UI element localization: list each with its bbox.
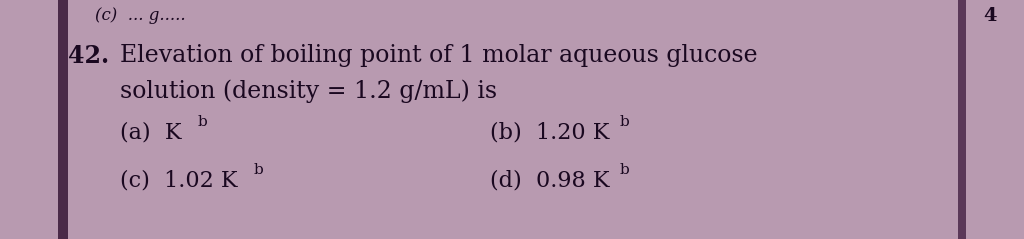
Text: b: b bbox=[198, 115, 208, 129]
Text: (d)  0.98 K: (d) 0.98 K bbox=[490, 169, 609, 191]
Text: (c)  1.02 K: (c) 1.02 K bbox=[120, 169, 238, 191]
Text: 4: 4 bbox=[983, 7, 997, 25]
Text: (c)  ... g.....: (c) ... g..... bbox=[95, 7, 185, 24]
Text: (b)  1.20 K: (b) 1.20 K bbox=[490, 121, 609, 143]
Text: b: b bbox=[620, 115, 630, 129]
Bar bbox=[958, 0, 966, 239]
Text: Elevation of boiling point of 1 molar aqueous glucose: Elevation of boiling point of 1 molar aq… bbox=[120, 44, 758, 67]
Text: solution (density = 1.2 g/mL) is: solution (density = 1.2 g/mL) is bbox=[120, 79, 497, 103]
Text: (a)  K: (a) K bbox=[120, 121, 181, 143]
Bar bbox=[58, 0, 68, 239]
Text: b: b bbox=[254, 163, 264, 177]
Text: b: b bbox=[620, 163, 630, 177]
Text: 42.: 42. bbox=[68, 44, 110, 68]
